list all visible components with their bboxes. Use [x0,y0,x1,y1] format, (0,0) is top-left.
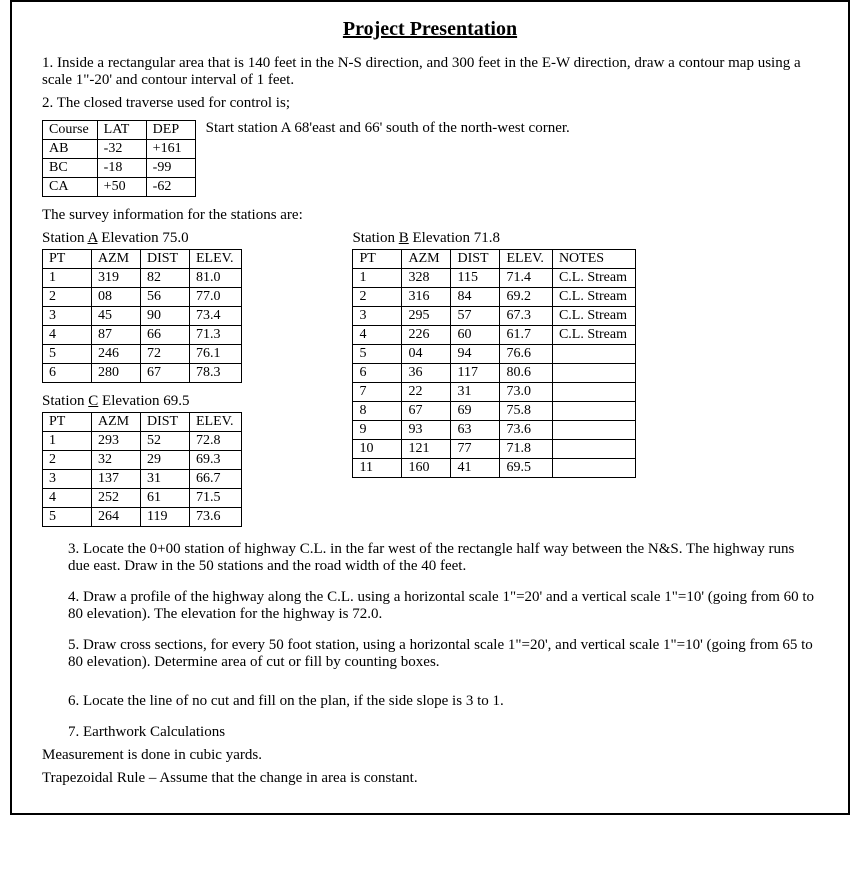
station-b-table: PT AZM DIST ELEV. NOTES 132811571.4C.L. … [352,249,636,478]
item-6: 6. Locate the line of no cut and fill on… [68,693,818,710]
th-lat: LAT [97,121,146,140]
traverse-block: Course LAT DEP AB -32 +161 BC -18 -99 CA… [42,118,818,197]
station-a-label: Station A Elevation 75.0 [42,230,242,247]
station-c-table: PT AZM DIST ELEV. 12935272.8 2322969.3 3… [42,412,242,527]
traverse-note: Start station A 68'east and 66' south of… [206,118,570,137]
item-7: 7. Earthwork Calculations [68,724,818,741]
station-b-label: Station B Elevation 71.8 [352,230,636,247]
table-row: PT AZM DIST ELEV. [43,413,242,432]
page-title: Project Presentation [42,18,818,41]
station-c-label: Station C Elevation 69.5 [42,393,242,410]
left-column: Station A Elevation 75.0 PT AZM DIST ELE… [42,230,242,527]
item-1: 1. Inside a rectangular area that is 140… [42,55,818,89]
th-course: Course [43,121,98,140]
table-row: Course LAT DEP [43,121,196,140]
page: Project Presentation 1. Inside a rectang… [10,0,850,815]
right-column: Station B Elevation 71.8 PT AZM DIST ELE… [352,230,636,478]
survey-intro: The survey information for the stations … [42,207,818,224]
table-row: CA +50 -62 [43,178,196,197]
station-a-table: PT AZM DIST ELEV. 13198281.0 2085677.0 3… [42,249,242,383]
th-dep: DEP [146,121,195,140]
item-7b: Trapezoidal Rule – Assume that the chang… [42,770,818,787]
item-7a: Measurement is done in cubic yards. [42,747,818,764]
table-row: BC -18 -99 [43,159,196,178]
item-2-intro: 2. The closed traverse used for control … [42,95,818,112]
item-5: 5. Draw cross sections, for every 50 foo… [68,637,818,671]
table-row: PT AZM DIST ELEV. [43,250,242,269]
item-3: 3. Locate the 0+00 station of highway C.… [68,541,818,575]
table-row: AB -32 +161 [43,140,196,159]
traverse-table: Course LAT DEP AB -32 +161 BC -18 -99 CA… [42,120,196,197]
item-4: 4. Draw a profile of the highway along t… [68,589,818,623]
stations-wrap: Station A Elevation 75.0 PT AZM DIST ELE… [42,230,818,527]
table-row: PT AZM DIST ELEV. NOTES [353,250,636,269]
